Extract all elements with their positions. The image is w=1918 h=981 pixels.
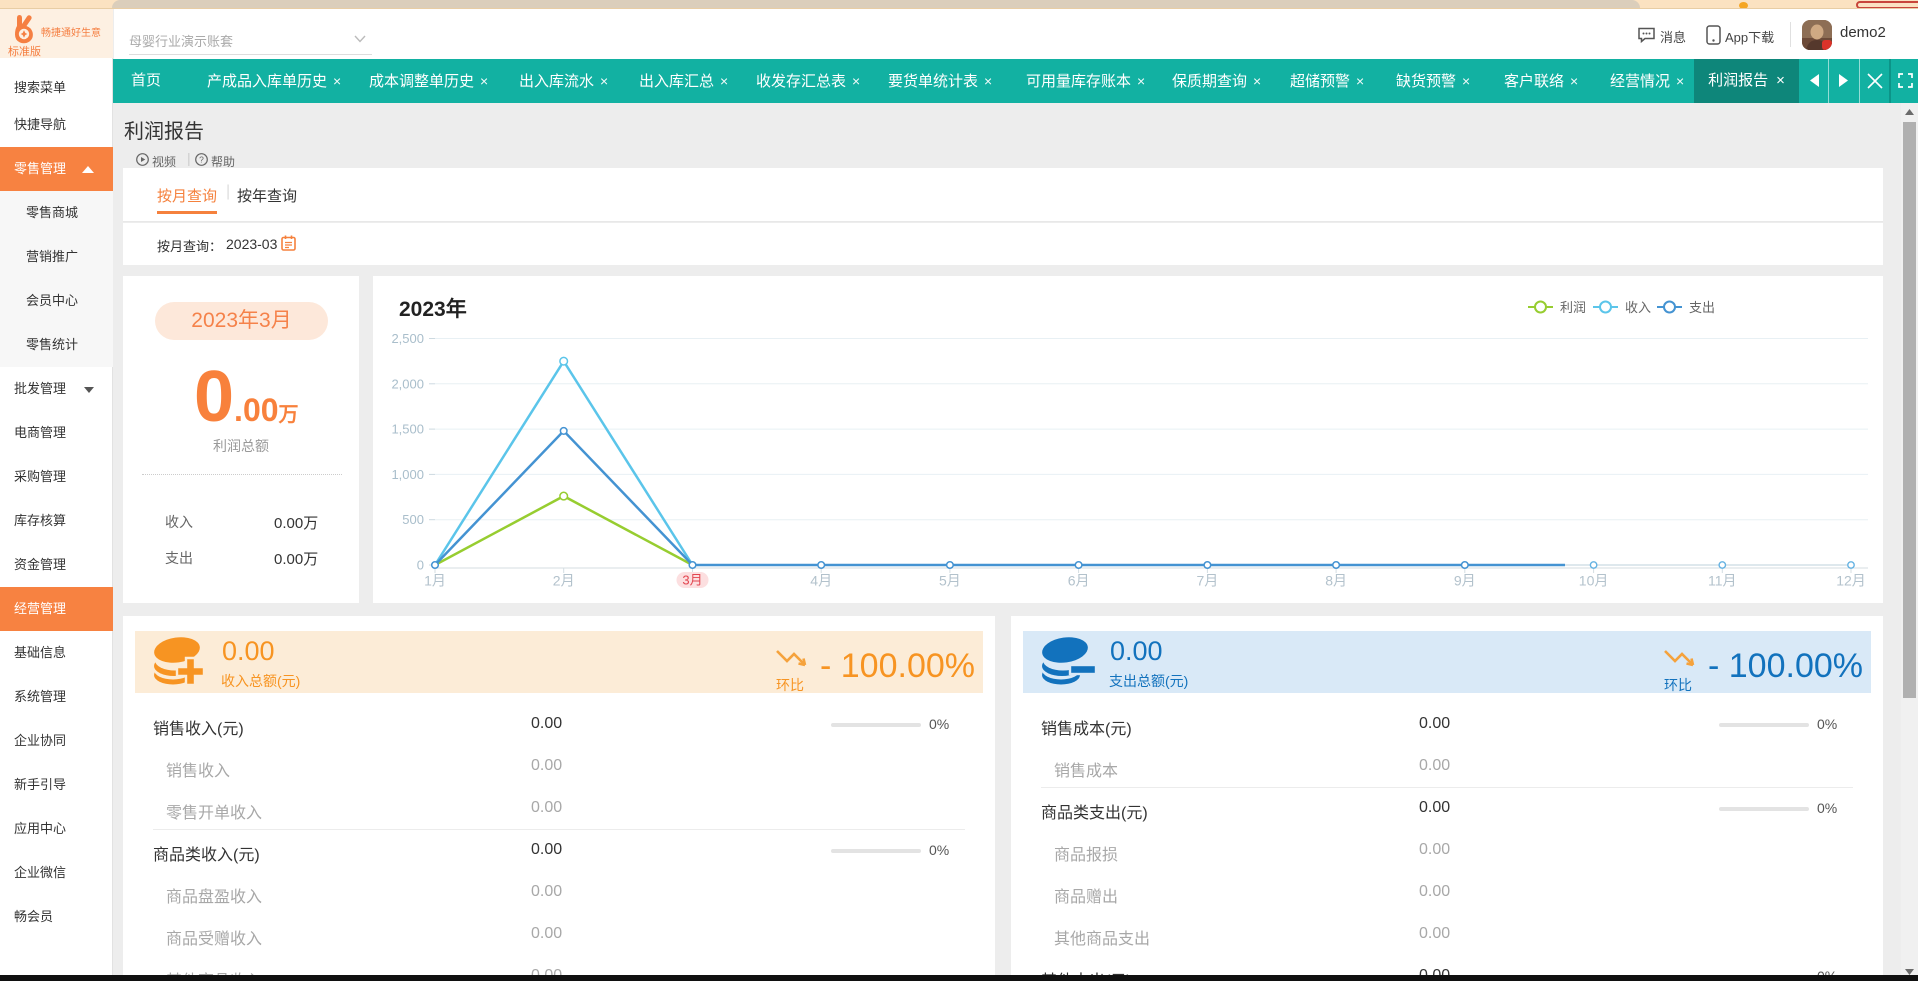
svg-text:11月: 11月	[1708, 573, 1737, 589]
svg-text:0: 0	[417, 558, 424, 573]
svg-text:2,500: 2,500	[391, 331, 424, 346]
svg-text:1,500: 1,500	[391, 422, 424, 437]
svg-text:1月: 1月	[424, 573, 446, 589]
svg-text:12月: 12月	[1836, 573, 1866, 589]
svg-text:2023年: 2023年	[399, 297, 467, 321]
svg-text:7月: 7月	[1197, 573, 1219, 589]
svg-text:500: 500	[402, 512, 424, 527]
svg-text:6月: 6月	[1068, 573, 1090, 589]
svg-text:9月: 9月	[1454, 573, 1476, 589]
svg-text:4月: 4月	[810, 573, 832, 589]
svg-text:8月: 8月	[1325, 573, 1347, 589]
svg-text:支出: 支出	[1689, 300, 1715, 315]
svg-text:2,000: 2,000	[391, 376, 424, 391]
svg-text:利润: 利润	[1560, 300, 1586, 315]
svg-text:收入: 收入	[1625, 300, 1651, 315]
svg-text:?: ?	[199, 154, 204, 164]
svg-text:10月: 10月	[1579, 573, 1609, 589]
svg-text:2月: 2月	[553, 573, 575, 589]
svg-text:1,000: 1,000	[391, 467, 424, 482]
svg-text:3月: 3月	[682, 573, 702, 588]
svg-text:5月: 5月	[939, 573, 961, 589]
